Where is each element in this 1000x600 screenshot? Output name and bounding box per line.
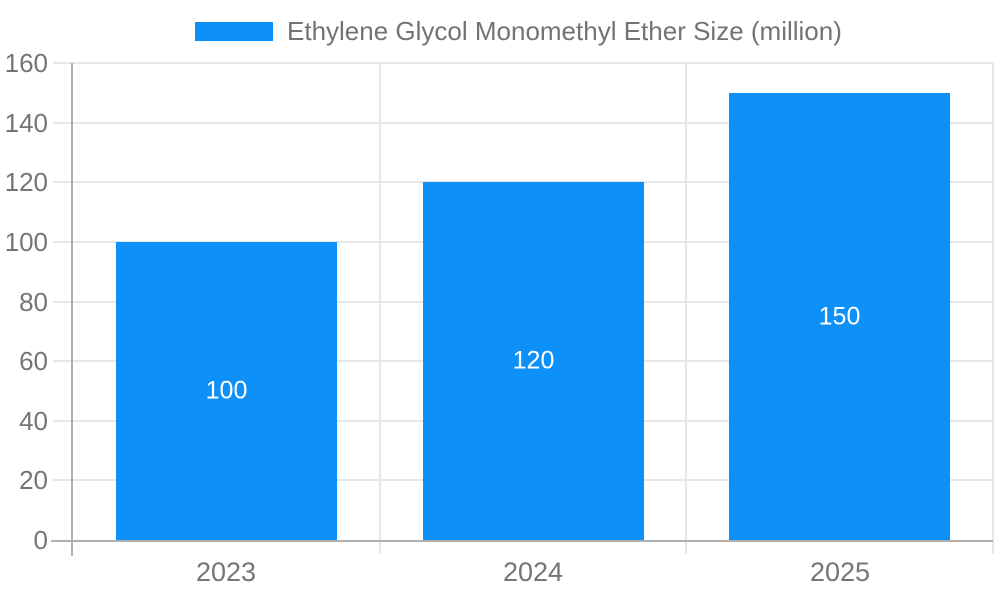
legend-swatch <box>195 21 273 41</box>
y-tick-label-80: 80 <box>19 286 48 317</box>
y-tick-label-140: 140 <box>4 107 48 138</box>
y-tick-label-120: 120 <box>4 167 48 198</box>
legend[interactable]: Ethylene Glycol Monomethyl Ether Size (m… <box>195 16 842 46</box>
bar-2024: 120 <box>423 182 644 540</box>
v-gridline-3 <box>992 63 994 554</box>
bar-value-label-2023: 100 <box>205 376 248 405</box>
bar-2023: 100 <box>116 242 337 540</box>
v-gridline-1 <box>379 63 381 554</box>
x-axis-line <box>51 540 993 542</box>
legend-label: Ethylene Glycol Monomethyl Ether Size (m… <box>287 16 842 46</box>
h-gridline-160 <box>53 62 993 64</box>
y-axis-line <box>71 63 73 556</box>
y-tick-label-160: 160 <box>4 48 48 78</box>
y-tick-label-100: 100 <box>4 226 48 257</box>
y-tick-label-0: 0 <box>33 525 48 555</box>
v-gridline-2 <box>685 63 687 554</box>
x-tick-label-2024: 2024 <box>502 557 564 587</box>
y-tick-label-40: 40 <box>19 405 48 436</box>
plot-area: 100 120 150 0 20 40 60 80 100 120 140 160 2023 2024… <box>5 50 994 587</box>
bar-2025: 150 <box>729 93 950 540</box>
y-tick-label-20: 20 <box>19 465 48 496</box>
bar-value-label-2025: 150 <box>818 302 861 330</box>
bar-value-label-2024: 120 <box>512 346 555 375</box>
y-tick-label-60: 60 <box>19 346 48 377</box>
x-tick-label-2023: 2023 <box>195 557 257 587</box>
x-tick-label-2025: 2025 <box>809 557 871 587</box>
h-gridline-140 <box>53 121 993 124</box>
